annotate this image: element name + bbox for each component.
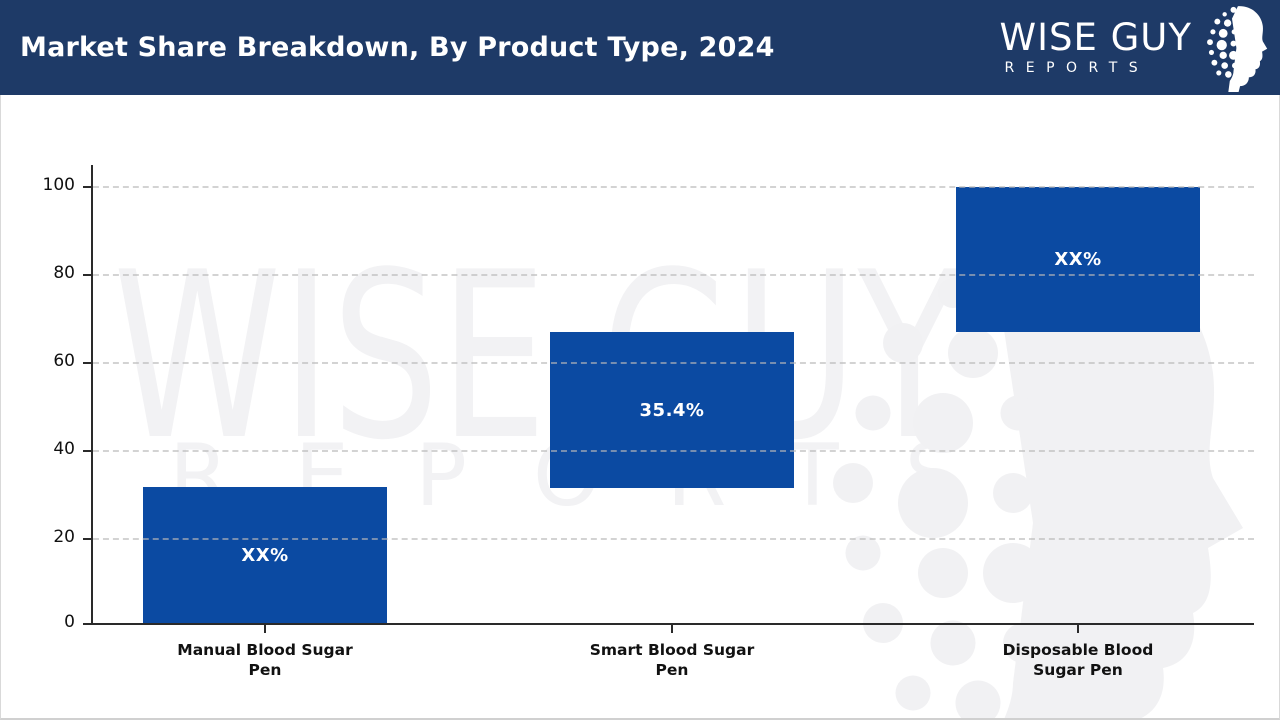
category-label-disposable: Disposable Blood Sugar Pen bbox=[1002, 641, 1154, 679]
y-tick-label: 0 bbox=[64, 612, 75, 632]
bar-disposable-blood-sugar-pen: XX% bbox=[956, 187, 1200, 332]
y-tick bbox=[83, 623, 92, 625]
gridline-20 bbox=[93, 538, 1254, 540]
y-tick-label: 60 bbox=[53, 351, 75, 371]
bar-value-label: XX% bbox=[1054, 249, 1102, 270]
brand-wordmark: WISE GUY REPORTS bbox=[999, 16, 1192, 77]
x-tick bbox=[264, 625, 266, 633]
watermark-wordmark: WISE GUY bbox=[113, 224, 962, 491]
category-label-smart: Smart Blood Sugar Pen bbox=[589, 641, 755, 679]
y-tick bbox=[83, 538, 92, 540]
y-tick bbox=[83, 274, 92, 276]
x-axis-line bbox=[91, 623, 1254, 625]
gridline-60 bbox=[93, 362, 1254, 364]
brand-subtitle-text: REPORTS bbox=[1004, 60, 1150, 76]
bar-manual-blood-sugar-pen: XX% bbox=[143, 487, 387, 624]
page-title: Market Share Breakdown, By Product Type,… bbox=[20, 32, 775, 63]
y-tick-label: 20 bbox=[53, 527, 75, 547]
watermark-dotted-face-icon bbox=[833, 237, 1243, 718]
y-tick bbox=[83, 186, 92, 188]
header-banner: Market Share Breakdown, By Product Type,… bbox=[0, 0, 1280, 95]
gridline-80 bbox=[93, 274, 1254, 276]
bar-smart-blood-sugar-pen: 35.4% bbox=[550, 332, 794, 488]
brand-logo: WISE GUY REPORTS bbox=[1000, 4, 1280, 92]
x-tick bbox=[671, 625, 673, 633]
chart-area: WISE GUY REPORTS XX% 35.4% XX% bbox=[0, 95, 1280, 720]
x-tick bbox=[1077, 625, 1079, 633]
brand-name-text: WISE GUY bbox=[999, 16, 1192, 59]
y-tick bbox=[83, 450, 92, 452]
category-label-manual: Manual Blood Sugar Pen bbox=[177, 641, 353, 679]
y-tick bbox=[83, 362, 92, 364]
dotted-face-profile-icon bbox=[1207, 5, 1268, 92]
y-tick-label: 100 bbox=[42, 175, 75, 195]
y-tick-label: 40 bbox=[53, 439, 75, 459]
bar-value-label: XX% bbox=[241, 545, 289, 566]
gridline-40 bbox=[93, 450, 1254, 452]
gridline-100 bbox=[93, 186, 1254, 188]
bar-value-label: 35.4% bbox=[639, 399, 705, 421]
y-tick-label: 80 bbox=[53, 263, 75, 283]
y-axis-line bbox=[91, 165, 93, 625]
